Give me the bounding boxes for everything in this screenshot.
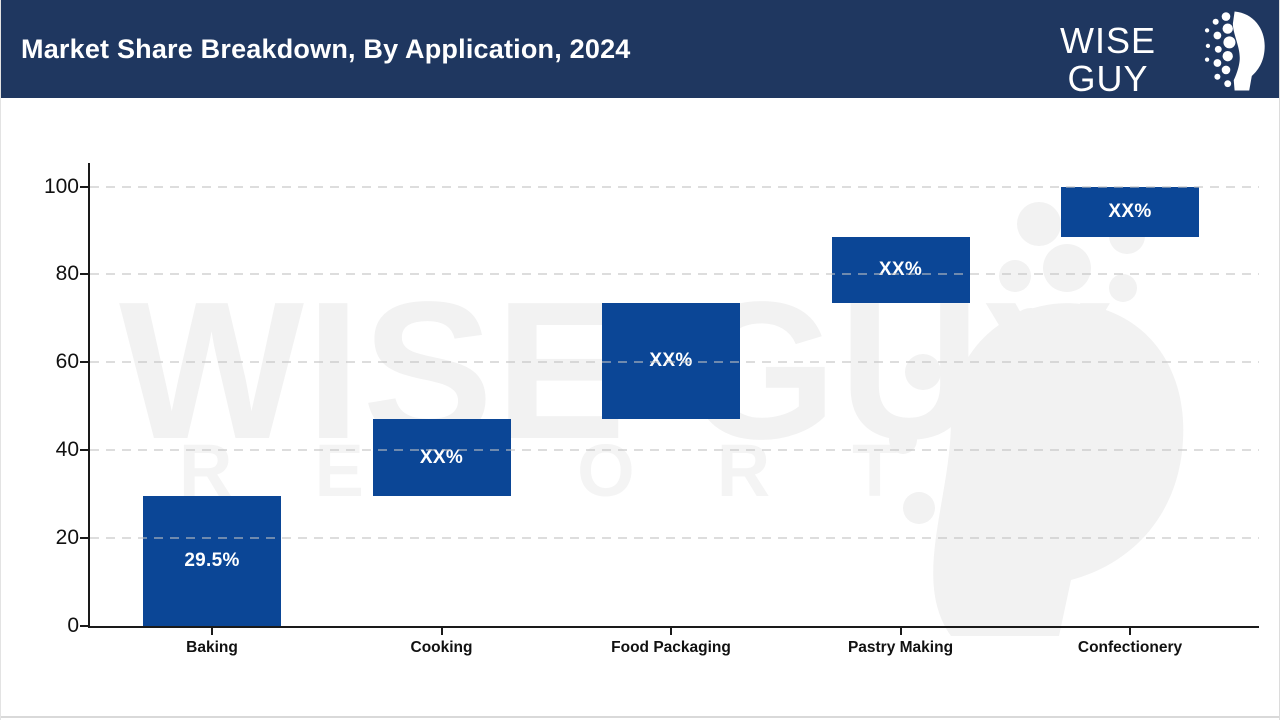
x-tick-label-baking: Baking	[186, 639, 238, 656]
gridline-100	[90, 185, 1259, 188]
bar-value-label-baking: 29.5%	[184, 550, 240, 572]
bar-value-label-cooking: XX%	[419, 446, 464, 468]
logo-head-icon	[1204, 11, 1265, 91]
y-tick-label-20: 20	[55, 526, 79, 550]
y-tick-label-60: 60	[55, 350, 79, 374]
x-tick-mark-pastry-making	[899, 628, 902, 635]
x-tick-label-confectionery: Confectionery	[1077, 639, 1183, 656]
y-tick-mark-20	[80, 537, 88, 540]
y-tick-mark-40	[80, 449, 88, 452]
header-bar: Market Share Breakdown, By Application, …	[1, 0, 1279, 113]
x-tick-mark-food-packaging	[670, 628, 672, 635]
x-tick-mark-cooking	[440, 628, 443, 635]
y-tick-label-0: 0	[67, 614, 79, 637]
logo-text: WISE GUY REPORTS	[1019, 22, 1197, 114]
y-tick-mark-0	[80, 625, 88, 627]
wiseguy-logo: WISE GUY REPORTS	[1019, 6, 1269, 113]
bar-baking: 29.5%	[143, 496, 281, 626]
bar-confectionery: XX%	[1061, 186, 1199, 237]
logo-wordmark: WISE GUY	[1059, 20, 1156, 99]
x-tick-mark-baking	[211, 628, 213, 635]
y-tick-mark-100	[80, 185, 88, 188]
x-tick-label-food-packaging: Food Packaging	[611, 639, 731, 656]
watermark-reports: REPORTS	[179, 429, 1111, 512]
bar-cooking: XX%	[372, 419, 511, 497]
chart-title: Market Share Breakdown, By Application, …	[21, 33, 631, 64]
y-tick-label-100: 100	[43, 174, 79, 198]
gridline-60	[90, 361, 1259, 364]
bar-value-label-pastry-making: XX%	[878, 259, 923, 281]
gridline-80	[90, 273, 1259, 276]
y-tick-label-40: 40	[55, 438, 79, 462]
bar-value-label-confectionery: XX%	[1108, 200, 1152, 222]
logo-subtext: REPORTS	[1050, 98, 1170, 113]
x-tick-label-cooking: Cooking	[410, 639, 473, 656]
x-axis-spine	[88, 626, 1259, 628]
watermark-head-icon	[889, 194, 1184, 636]
y-tick-mark-80	[80, 273, 88, 276]
bar-value-label-food-packaging: XX%	[649, 350, 693, 372]
x-tick-mark-confectionery	[1129, 628, 1131, 635]
gridline-40	[90, 449, 1259, 452]
y-tick-label-80: 80	[55, 262, 79, 286]
bottom-border-line	[1, 716, 1279, 718]
x-tick-label-pastry-making: Pastry Making	[847, 639, 954, 656]
gridline-20	[90, 537, 1259, 540]
y-tick-mark-60	[80, 361, 88, 364]
y-axis-spine	[88, 163, 90, 628]
bar-pastry-making: XX%	[831, 236, 970, 304]
